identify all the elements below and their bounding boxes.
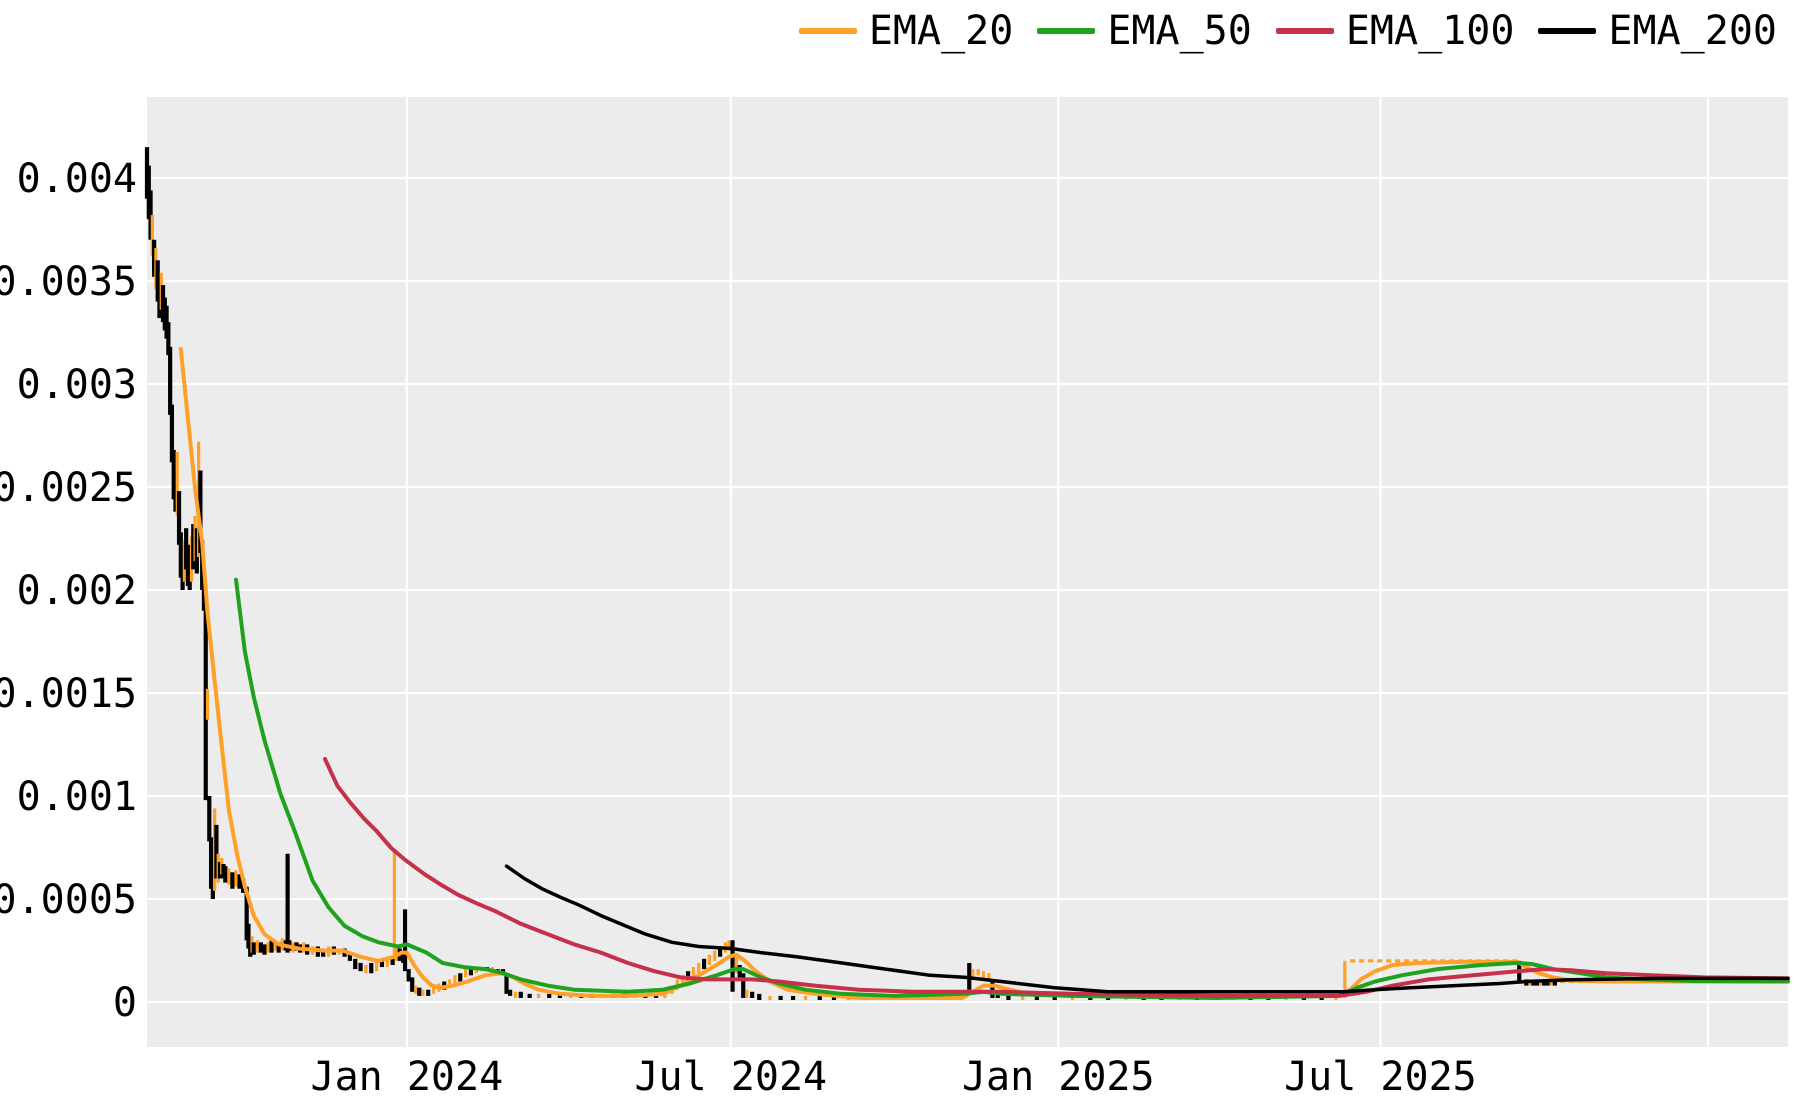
y-tick-label: 0.0025 — [0, 465, 137, 511]
plot-background — [147, 97, 1788, 1047]
legend-swatch-ema-200-icon — [1538, 28, 1597, 34]
legend-label-ema-20: EMA_20 — [868, 8, 1014, 54]
y-tick-label: 0.004 — [17, 156, 137, 202]
legend-item-ema-200: EMA_200 — [1538, 8, 1777, 54]
ema-200-line — [504, 864, 1790, 994]
y-tick-label: 0.003 — [17, 362, 137, 408]
y-tick-label: 0.0035 — [0, 259, 137, 305]
legend-label-ema-50: EMA_50 — [1107, 8, 1252, 54]
gridlines — [147, 97, 1788, 1047]
legend-swatch-ema-20-icon — [798, 28, 857, 34]
y-tick-label: 0.0015 — [0, 671, 137, 717]
x-tick-label: Jan 2024 — [311, 1054, 504, 1100]
x-tick-label: Jul 2024 — [634, 1054, 827, 1100]
x-tick-label: Jan 2025 — [962, 1054, 1155, 1100]
y-tick-label: 0.002 — [17, 568, 137, 614]
ema-lines — [178, 347, 1790, 1000]
legend-item-ema-20: EMA_20 — [798, 8, 1014, 54]
ema-100-line — [323, 757, 1790, 998]
legend-swatch-ema-50-icon — [1037, 28, 1096, 34]
legend-item-ema-100: EMA_100 — [1275, 8, 1515, 54]
legend-label-ema-200: EMA_200 — [1608, 8, 1777, 54]
legend: EMA_20 EMA_50 EMA_100 EMA_200 — [798, 8, 1777, 54]
x-tick-label: Jul 2025 — [1284, 1054, 1477, 1100]
legend-item-ema-50: EMA_50 — [1037, 8, 1252, 54]
legend-label-ema-100: EMA_100 — [1345, 8, 1515, 54]
plot-area — [147, 97, 1788, 1047]
ema-20-line — [178, 347, 1790, 1000]
axis-tick-labels: 0 0.0005 0.001 0.0015 0.002 0.0025 0.003 0.0035… — [0, 156, 1477, 1100]
y-tick-label: 0.001 — [17, 774, 137, 820]
legend-swatch-ema-100-icon — [1275, 28, 1334, 34]
y-tick-label: 0 — [113, 980, 137, 1026]
ema-50-line — [234, 577, 1790, 1000]
y-tick-label: 0.0005 — [0, 877, 137, 923]
